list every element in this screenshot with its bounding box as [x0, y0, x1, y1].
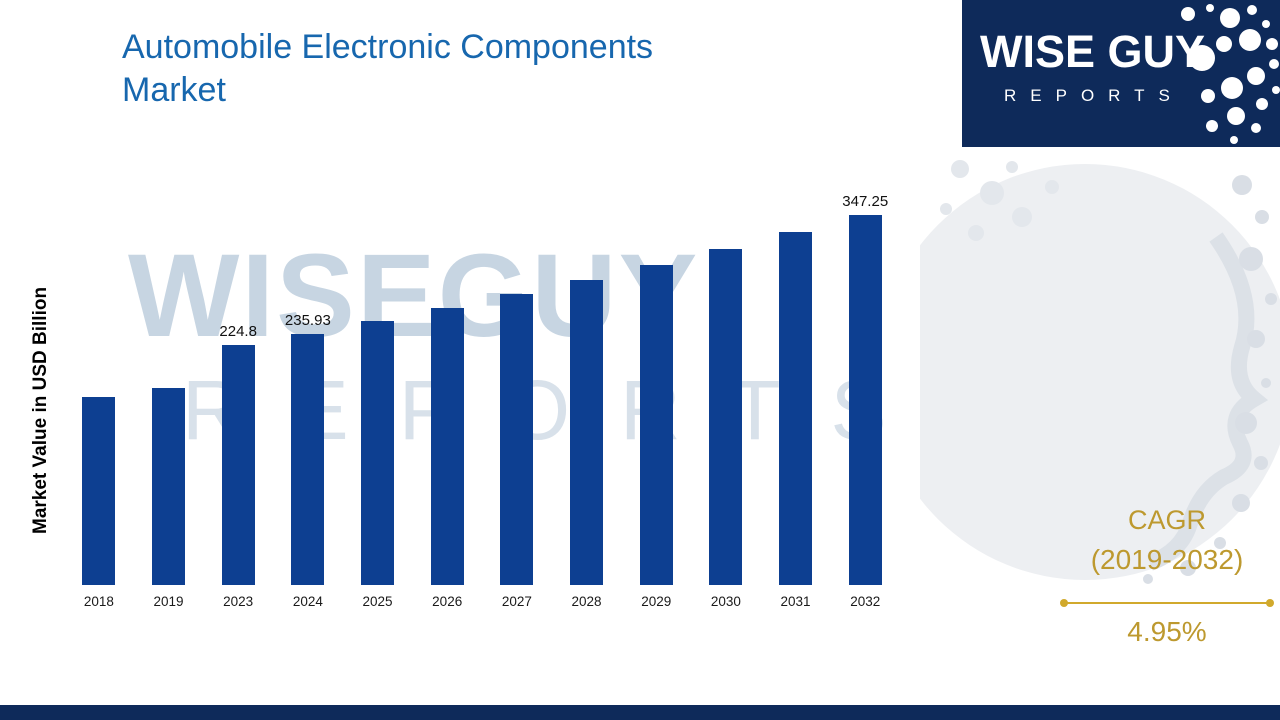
bar-column: 347.25 2032 — [830, 180, 900, 613]
x-tick-label: 2026 — [432, 594, 463, 609]
bar-column: 2025 — [343, 180, 413, 613]
x-tick-label: 2023 — [223, 594, 254, 609]
bar — [639, 265, 673, 585]
bar — [848, 215, 882, 585]
x-tick-label: 2024 — [292, 594, 323, 609]
x-tick-label: 2027 — [501, 594, 532, 609]
cagr-label: CAGR — [1127, 505, 1206, 535]
divider-left-dot — [1060, 599, 1068, 607]
logo-subtitle: REPORTS — [1004, 86, 1184, 105]
bar-column: 2027 — [482, 180, 552, 613]
face-profile-watermark-graphic — [920, 160, 1280, 584]
bar — [221, 345, 255, 585]
bar-value-label: 347.25 — [842, 193, 889, 210]
bar-column: 2026 — [412, 180, 482, 613]
bar-column: 224.8 2023 — [203, 180, 273, 613]
bar-column: 235.93 2024 — [273, 180, 343, 613]
x-tick-label: 2031 — [780, 594, 811, 609]
bar — [779, 232, 813, 585]
y-axis-label: Market Value in USD Billion — [30, 286, 51, 534]
bar — [500, 294, 534, 585]
cagr-range: (2019-2032) — [1090, 544, 1244, 575]
page-title-line2: Market — [122, 70, 226, 109]
x-tick-label: 2028 — [571, 594, 602, 609]
bar-column: 2028 — [552, 180, 622, 613]
page-title-line1: Automobile Electronic Components — [122, 28, 654, 66]
face-dots-icon — [1181, 4, 1280, 144]
bar — [361, 321, 395, 585]
bar-column: 2019 — [134, 180, 204, 613]
bar — [82, 397, 116, 585]
divider-right-dot — [1266, 599, 1274, 607]
bar-value-label: 224.8 — [219, 323, 257, 340]
bar-column: 2018 — [64, 180, 134, 613]
x-tick-label: 2030 — [710, 594, 741, 609]
bar — [570, 280, 604, 585]
bar-column: 2029 — [621, 180, 691, 613]
wiseguy-logo: WISE GUY REPORTS — [962, 0, 1280, 147]
bar-value-label: 235.93 — [284, 312, 331, 329]
bar-chart: 2018 2019 224.8 2023 235.93 2024 2025 2026 2027 2… — [64, 180, 900, 613]
cagr-divider — [1060, 599, 1274, 607]
bar — [152, 388, 185, 585]
x-tick-label: 2029 — [641, 594, 672, 609]
x-tick-label: 2019 — [153, 594, 184, 609]
x-tick-label: 2025 — [362, 594, 393, 609]
bar — [430, 308, 464, 585]
x-tick-label: 2032 — [850, 594, 881, 609]
bar-column: 2030 — [691, 180, 761, 613]
page-title: Automobile Electronic Components Market — [122, 26, 882, 112]
cagr-panel: CAGR (2019-2032) 4.95% — [1058, 505, 1276, 648]
footer-bar — [0, 705, 1280, 720]
logo-wordmark: WISE GUY — [980, 26, 1206, 77]
bar — [709, 249, 743, 585]
bar — [291, 334, 325, 585]
cagr-value: 4.95% — [1127, 616, 1207, 647]
x-tick-label: 2018 — [83, 594, 114, 609]
bar-column: 2031 — [761, 180, 831, 613]
